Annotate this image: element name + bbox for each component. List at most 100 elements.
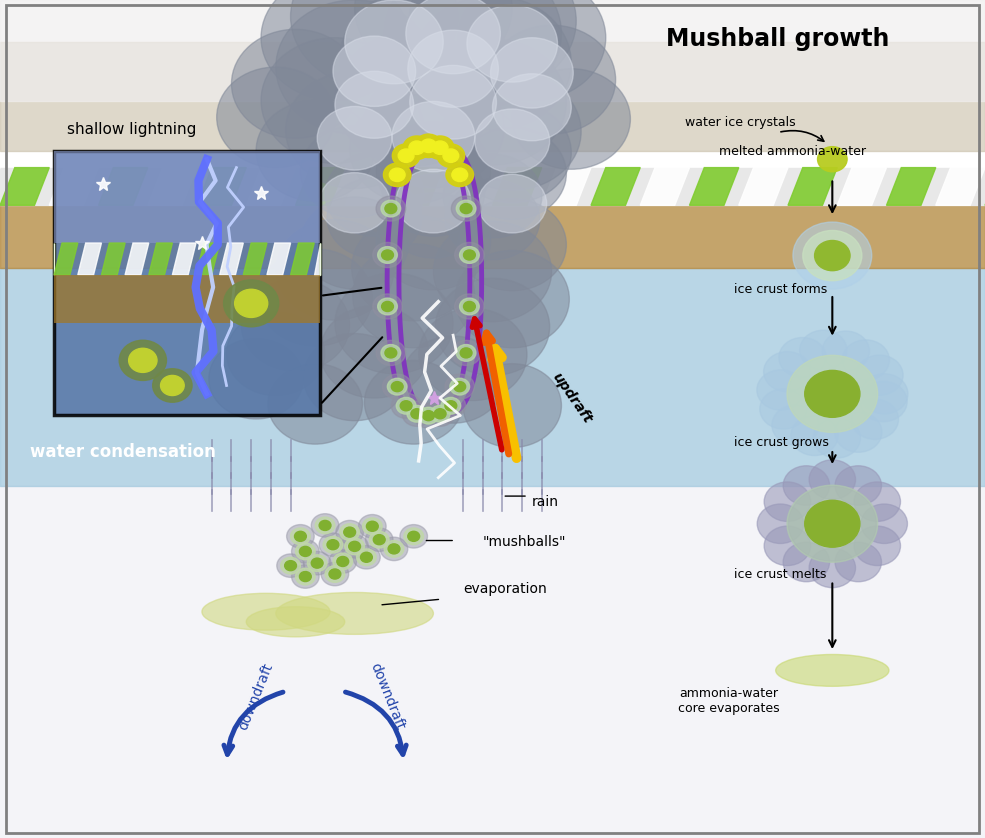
- Polygon shape: [690, 168, 739, 205]
- Circle shape: [341, 535, 368, 558]
- Circle shape: [217, 67, 335, 168]
- Circle shape: [381, 302, 393, 312]
- Circle shape: [793, 222, 872, 289]
- Polygon shape: [443, 168, 492, 205]
- Circle shape: [340, 524, 360, 541]
- Circle shape: [451, 340, 481, 365]
- Circle shape: [261, 38, 409, 163]
- Circle shape: [333, 36, 416, 106]
- Polygon shape: [788, 168, 837, 205]
- Circle shape: [458, 199, 566, 291]
- Circle shape: [384, 174, 483, 258]
- Circle shape: [362, 518, 382, 535]
- Circle shape: [805, 500, 860, 547]
- Circle shape: [307, 555, 327, 572]
- Circle shape: [129, 349, 157, 372]
- Circle shape: [409, 141, 425, 154]
- Circle shape: [299, 572, 311, 582]
- Circle shape: [353, 546, 380, 569]
- Polygon shape: [78, 243, 101, 275]
- Circle shape: [303, 334, 406, 421]
- Circle shape: [340, 0, 507, 130]
- Circle shape: [295, 531, 306, 541]
- Circle shape: [299, 546, 311, 556]
- Circle shape: [488, 25, 616, 134]
- Circle shape: [788, 486, 877, 561]
- Circle shape: [292, 540, 319, 563]
- Circle shape: [411, 409, 423, 419]
- Circle shape: [414, 403, 443, 428]
- Circle shape: [445, 401, 457, 411]
- Circle shape: [311, 514, 339, 537]
- Circle shape: [383, 163, 411, 187]
- Circle shape: [376, 340, 406, 365]
- Text: ice crust grows: ice crust grows: [734, 436, 828, 449]
- Text: evaporation: evaporation: [463, 582, 547, 597]
- Circle shape: [783, 542, 829, 582]
- Circle shape: [834, 412, 882, 453]
- Circle shape: [291, 528, 310, 545]
- Text: ammonia-water
core evaporates: ammonia-water core evaporates: [678, 687, 780, 716]
- Circle shape: [317, 106, 392, 170]
- Circle shape: [408, 531, 420, 541]
- Polygon shape: [172, 243, 196, 275]
- Circle shape: [475, 109, 550, 173]
- Circle shape: [241, 279, 350, 371]
- Circle shape: [443, 149, 459, 163]
- Circle shape: [287, 525, 314, 548]
- Circle shape: [441, 397, 461, 414]
- Circle shape: [329, 550, 357, 573]
- Polygon shape: [936, 168, 985, 205]
- Polygon shape: [0, 168, 49, 205]
- Circle shape: [384, 0, 561, 109]
- Circle shape: [403, 136, 430, 159]
- Polygon shape: [739, 168, 788, 205]
- Circle shape: [319, 173, 390, 233]
- Circle shape: [404, 528, 424, 545]
- Circle shape: [382, 374, 412, 399]
- Circle shape: [335, 71, 414, 138]
- Circle shape: [396, 169, 471, 233]
- Polygon shape: [837, 168, 886, 205]
- Polygon shape: [220, 243, 243, 275]
- Text: shallow lightning: shallow lightning: [67, 122, 196, 137]
- Circle shape: [467, 5, 558, 82]
- Circle shape: [805, 370, 860, 417]
- Circle shape: [421, 139, 436, 153]
- Polygon shape: [149, 243, 172, 275]
- Circle shape: [392, 144, 420, 168]
- Circle shape: [787, 355, 878, 432]
- Polygon shape: [196, 243, 220, 275]
- Circle shape: [227, 312, 325, 396]
- Circle shape: [464, 250, 476, 260]
- Circle shape: [415, 134, 442, 158]
- Circle shape: [803, 230, 862, 281]
- Circle shape: [286, 71, 424, 189]
- Polygon shape: [291, 243, 314, 275]
- Circle shape: [392, 101, 475, 172]
- Circle shape: [430, 406, 450, 422]
- Circle shape: [345, 538, 364, 555]
- Circle shape: [385, 204, 397, 214]
- Circle shape: [453, 102, 571, 203]
- Circle shape: [791, 416, 838, 456]
- Circle shape: [258, 249, 372, 346]
- Circle shape: [268, 364, 362, 444]
- Polygon shape: [492, 168, 542, 205]
- Circle shape: [815, 241, 850, 271]
- Circle shape: [410, 65, 496, 139]
- Circle shape: [456, 344, 476, 361]
- Polygon shape: [243, 243, 267, 275]
- Circle shape: [409, 0, 576, 92]
- Ellipse shape: [776, 654, 888, 686]
- Polygon shape: [394, 168, 443, 205]
- Circle shape: [814, 418, 861, 458]
- Circle shape: [357, 549, 376, 566]
- Circle shape: [276, 220, 394, 320]
- Circle shape: [296, 568, 315, 585]
- Circle shape: [292, 565, 319, 588]
- Circle shape: [315, 517, 335, 534]
- Circle shape: [337, 556, 349, 566]
- Circle shape: [381, 200, 401, 217]
- Polygon shape: [640, 168, 689, 205]
